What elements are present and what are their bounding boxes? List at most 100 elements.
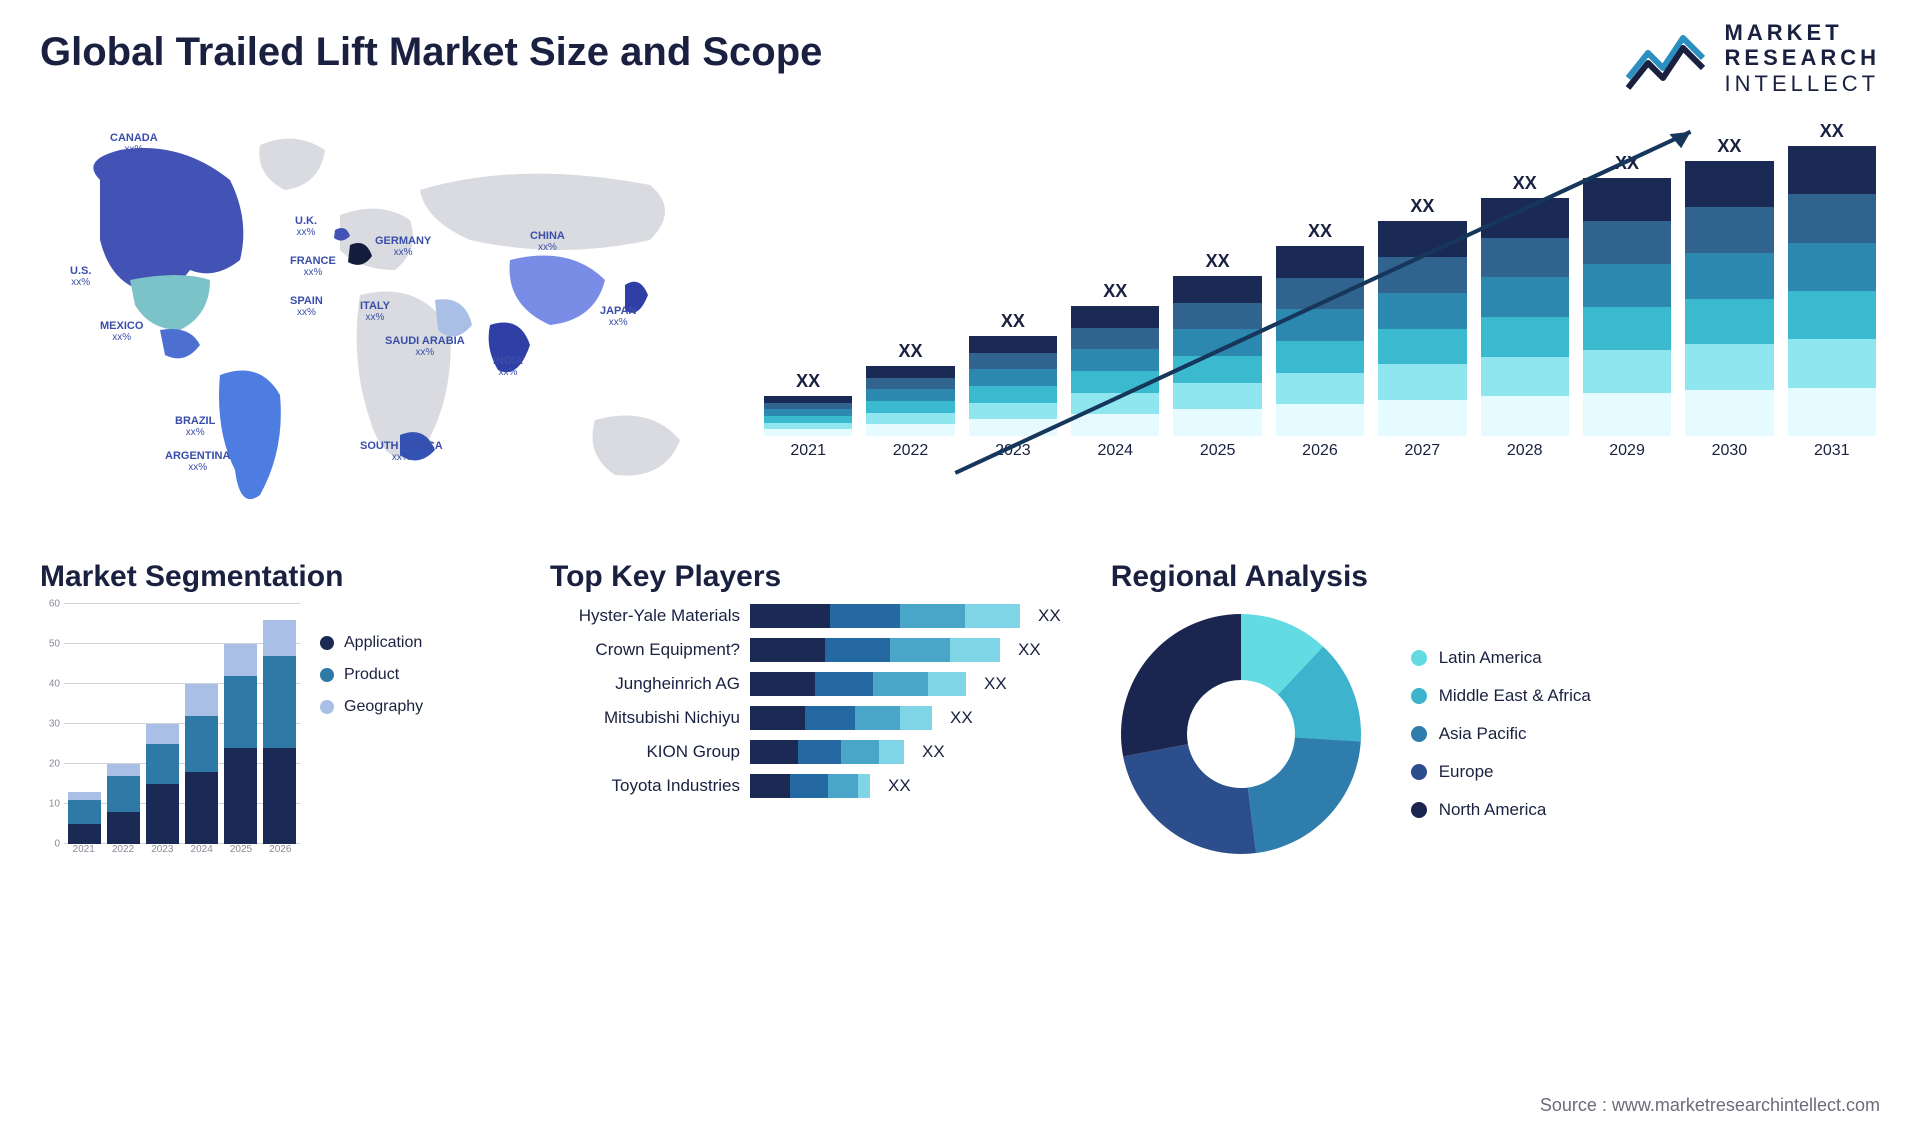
map-label-u-k-: U.K.xx% (295, 215, 317, 238)
seg-y-tick: 20 (49, 759, 60, 770)
map-label-spain: SPAINxx% (290, 295, 323, 318)
main-bar-chart: XX2021XX2022XX2023XX2024XX2025XX2026XX20… (760, 120, 1880, 520)
player-row: Toyota IndustriesXX (550, 774, 1061, 798)
donut-slice (1121, 614, 1241, 756)
seg-bar-2023 (146, 724, 179, 844)
player-value: XX (1018, 640, 1041, 660)
source-text: Source : www.marketresearchintellect.com (1540, 1095, 1880, 1116)
regional-legend-item: Europe (1411, 762, 1591, 782)
legend-dot-icon (1411, 650, 1427, 666)
main-bar-2021: XX 2021 (764, 371, 852, 460)
player-value: XX (984, 674, 1007, 694)
map-label-brazil: BRAZILxx% (175, 415, 215, 438)
segmentation-chart: 0102030405060202120222023202420252026 (40, 604, 300, 864)
regional-legend-item: North America (1411, 800, 1591, 820)
bar-x-label: 2026 (1302, 442, 1338, 460)
bar-value-label: XX (1103, 281, 1127, 302)
seg-bar-2024 (185, 684, 218, 844)
player-value: XX (888, 776, 911, 796)
bar-value-label: XX (1308, 221, 1332, 242)
regional-legend-item: Middle East & Africa (1411, 686, 1591, 706)
bar-x-label: 2024 (1097, 442, 1133, 460)
regional-title: Regional Analysis (1111, 560, 1880, 594)
bar-x-label: 2025 (1200, 442, 1236, 460)
seg-bar-2025 (224, 644, 257, 844)
player-row: Jungheinrich AG XX (550, 672, 1061, 696)
main-bar-2027: XX 2027 (1378, 196, 1466, 460)
seg-x-label: 2021 (64, 844, 103, 864)
bar-value-label: XX (1717, 136, 1741, 157)
bar-value-label: XX (1410, 196, 1434, 217)
bar-value-label: XX (1001, 311, 1025, 332)
seg-y-tick: 10 (49, 799, 60, 810)
player-row: KION GroupXX (550, 740, 1061, 764)
seg-bar-2026 (263, 620, 296, 844)
player-name: Jungheinrich AG (550, 674, 740, 694)
legend-dot-icon (320, 668, 334, 682)
player-value: XX (950, 708, 973, 728)
map-label-u-s-: U.S.xx% (70, 265, 91, 288)
player-row: Crown Equipment? XX (550, 638, 1061, 662)
map-label-india: INDIAxx% (493, 355, 523, 378)
regional-donut-chart (1111, 604, 1371, 864)
logo-text: MARKET RESEARCH INTELLECT (1725, 20, 1880, 96)
bar-x-label: 2022 (893, 442, 929, 460)
legend-dot-icon (1411, 726, 1427, 742)
legend-dot-icon (320, 636, 334, 650)
seg-y-tick: 50 (49, 639, 60, 650)
bar-value-label: XX (1615, 153, 1639, 174)
player-name: Hyster-Yale Materials (550, 606, 740, 626)
bar-x-label: 2030 (1712, 442, 1748, 460)
player-value: XX (1038, 606, 1061, 626)
bar-x-label: 2028 (1507, 442, 1543, 460)
map-label-france: FRANCExx% (290, 255, 336, 278)
legend-dot-icon (1411, 764, 1427, 780)
main-bar-2028: XX2028 (1481, 173, 1569, 460)
bar-x-label: 2031 (1814, 442, 1850, 460)
map-label-germany: GERMANYxx% (375, 235, 431, 258)
segmentation-section: Market Segmentation 01020304050602021202… (40, 560, 500, 920)
main-bar-2022: XX2022 (866, 341, 954, 460)
main-bar-2024: XX 2024 (1071, 281, 1159, 460)
regional-section: Regional Analysis Latin America Middle Ea… (1111, 560, 1880, 920)
bar-x-label: 2023 (995, 442, 1031, 460)
brand-logo: MARKET RESEARCH INTELLECT (1623, 20, 1880, 96)
donut-slice (1247, 737, 1360, 853)
bar-x-label: 2027 (1405, 442, 1441, 460)
seg-y-tick: 30 (49, 719, 60, 730)
legend-dot-icon (1411, 802, 1427, 818)
seg-y-tick: 60 (49, 599, 60, 610)
segmentation-legend: Application Product Geography (320, 604, 423, 864)
page-title: Global Trailed Lift Market Size and Scop… (40, 30, 822, 75)
main-bar-2031: XX 2031 (1788, 121, 1876, 460)
main-bar-2025: XX 2025 (1173, 251, 1261, 460)
player-name: Crown Equipment? (550, 640, 740, 660)
bar-value-label: XX (796, 371, 820, 392)
player-name: Mitsubishi Nichiyu (550, 708, 740, 728)
player-row: Mitsubishi Nichiyu XX (550, 706, 1061, 730)
regional-legend-item: Latin America (1411, 648, 1591, 668)
regional-legend: Latin America Middle East & Africa Asia Pa… (1411, 648, 1591, 820)
seg-legend-item: Product (320, 666, 423, 684)
map-label-japan: JAPANxx% (600, 305, 636, 328)
seg-y-tick: 0 (54, 839, 60, 850)
player-name: KION Group (550, 742, 740, 762)
bar-value-label: XX (1206, 251, 1230, 272)
donut-slice (1123, 744, 1256, 854)
seg-legend-item: Geography (320, 698, 423, 716)
world-map: CANADAxx%U.S.xx%MEXICOxx%BRAZILxx%ARGENT… (40, 120, 720, 520)
seg-x-label: 2026 (261, 844, 300, 864)
map-label-argentina: ARGENTINAxx% (165, 450, 230, 473)
main-bar-2023: XX 2023 (969, 311, 1057, 460)
legend-dot-icon (1411, 688, 1427, 704)
map-label-mexico: MEXICOxx% (100, 320, 143, 343)
bar-x-label: 2021 (790, 442, 826, 460)
map-label-south-africa: SOUTH AFRICAxx% (360, 440, 443, 463)
key-players-section: Top Key Players Hyster-Yale MaterialsXXC… (550, 560, 1061, 920)
logo-icon (1623, 23, 1713, 93)
regional-legend-item: Asia Pacific (1411, 724, 1591, 744)
seg-legend-item: Application (320, 634, 423, 652)
player-row: Hyster-Yale Materials XX (550, 604, 1061, 628)
bar-value-label: XX (1820, 121, 1844, 142)
map-label-italy: ITALYxx% (360, 300, 390, 323)
